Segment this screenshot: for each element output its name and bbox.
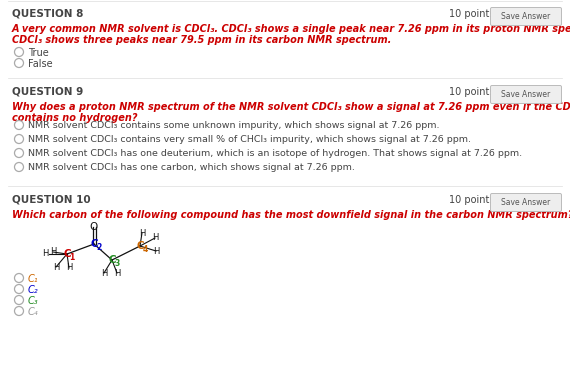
Text: Save Answer: Save Answer (502, 90, 551, 99)
Text: NMR solvent CDCl₃ has one deuterium, which is an isotope of hydrogen. That shows: NMR solvent CDCl₃ has one deuterium, whi… (28, 149, 522, 158)
Text: 10 points: 10 points (449, 9, 495, 19)
Text: H: H (153, 246, 159, 256)
Text: H: H (66, 263, 72, 273)
Text: C: C (136, 241, 144, 251)
Text: True: True (28, 48, 49, 58)
FancyBboxPatch shape (491, 194, 561, 211)
Text: contains no hydrogen?: contains no hydrogen? (12, 113, 137, 123)
Text: NMR solvent CDCl₃ has one carbon, which shows signal at 7.26 ppm.: NMR solvent CDCl₃ has one carbon, which … (28, 163, 355, 172)
Text: C₂: C₂ (28, 285, 39, 295)
Text: Save Answer: Save Answer (502, 198, 551, 207)
Text: H: H (53, 263, 59, 271)
Text: C₄: C₄ (28, 307, 39, 317)
Text: NMR solvent CDCl₃ contains some unknown impurity, which shows signal at 7.26 ppm: NMR solvent CDCl₃ contains some unknown … (28, 121, 439, 130)
Text: H: H (50, 248, 56, 256)
Text: 3: 3 (115, 259, 120, 268)
Text: H: H (114, 268, 120, 278)
Text: H: H (152, 233, 158, 243)
FancyBboxPatch shape (491, 85, 561, 104)
Text: QUESTION 8: QUESTION 8 (12, 9, 83, 19)
Text: A very common NMR solvent is CDCl₃. CDCl₃ shows a single peak near 7.26 ppm in i: A very common NMR solvent is CDCl₃. CDCl… (12, 24, 570, 34)
Text: O: O (90, 222, 98, 232)
Text: Why does a proton NMR spectrum of the NMR solvent CDCl₃ show a signal at 7.26 pp: Why does a proton NMR spectrum of the NM… (12, 102, 570, 112)
Text: C: C (108, 255, 116, 265)
Text: Which carbon of the following compound has the most downfield signal in the carb: Which carbon of the following compound h… (12, 210, 570, 220)
Text: C₃: C₃ (28, 296, 39, 306)
Text: 10 points: 10 points (449, 195, 495, 205)
Text: H: H (139, 229, 145, 238)
Text: C: C (90, 239, 98, 249)
Text: QUESTION 9: QUESTION 9 (12, 87, 83, 97)
Text: C₁: C₁ (28, 274, 39, 284)
Text: 1: 1 (70, 253, 75, 263)
Text: QUESTION 10: QUESTION 10 (12, 195, 91, 205)
Text: H: H (101, 268, 107, 278)
Text: C: C (63, 249, 71, 259)
Text: 10 points: 10 points (449, 87, 495, 97)
Text: 4: 4 (142, 246, 148, 254)
Text: H: H (42, 249, 48, 258)
Text: NMR solvent CDCl₃ contains very small % of CHCl₃ impurity, which shows signal at: NMR solvent CDCl₃ contains very small % … (28, 135, 471, 144)
Text: 2: 2 (96, 243, 101, 253)
Text: CDCl₃ shows three peaks near 79.5 ppm in its carbon NMR spectrum.: CDCl₃ shows three peaks near 79.5 ppm in… (12, 35, 392, 45)
Text: Save Answer: Save Answer (502, 12, 551, 21)
FancyBboxPatch shape (491, 7, 561, 25)
Text: False: False (28, 59, 52, 69)
